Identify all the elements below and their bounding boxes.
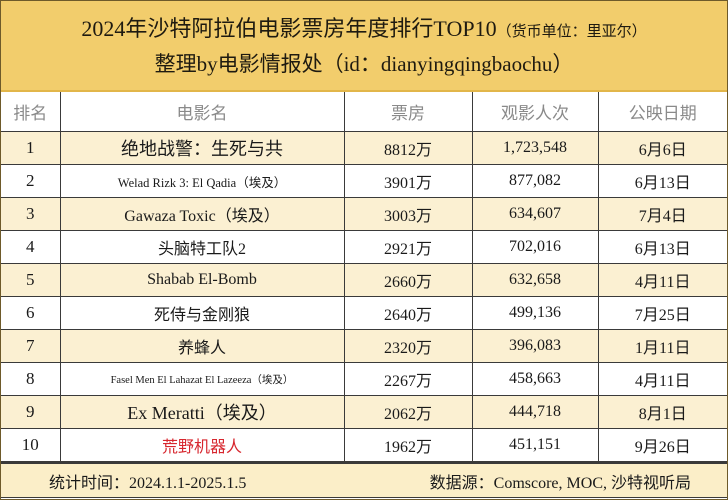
rank-cell: 4 xyxy=(1,230,61,264)
data-source: 数据源：Comscore, MOC, 沙特视听局 xyxy=(429,474,691,492)
rank-cell: 6 xyxy=(1,296,61,330)
footer-notes: 统计时间：2024.1.1-2025.1.5 数据源：Comscore, MOC… xyxy=(1,462,727,498)
table-row: 3 Gawaza Toxic（埃及） 3003万 634,607 7月4日 xyxy=(1,197,727,231)
table-row: 6 死侍与金刚狼 2640万 499,136 7月25日 xyxy=(1,296,727,330)
title-cell: Ex Meratti（埃及） xyxy=(59,395,345,429)
admissions-cell: 396,083 xyxy=(471,329,599,363)
box-office-cell: 2267万 xyxy=(343,362,473,396)
rank-cell: 8 xyxy=(1,362,61,396)
box-office-cell: 2320万 xyxy=(343,329,473,363)
release-date-cell: 9月26日 xyxy=(597,428,727,462)
admissions-cell: 451,151 xyxy=(471,428,599,462)
rank-cell: 7 xyxy=(1,329,61,363)
page-title: 2024年沙特阿拉伯电影票房年度排行TOP10（货币单位：里亚尔） xyxy=(1,1,727,46)
header-rank: 排名 xyxy=(1,92,61,132)
title-cell: Welad Rizk 3: El Qadia（埃及） xyxy=(59,164,345,198)
table-row: 10 荒野机器人 1962万 451,151 9月26日 xyxy=(1,428,727,462)
box-office-cell: 3901万 xyxy=(343,164,473,198)
header-release-date: 公映日期 xyxy=(597,92,727,132)
release-date-cell: 7月25日 xyxy=(597,296,727,330)
release-date-cell: 7月4日 xyxy=(597,197,727,231)
title-cell: 绝地战警：生死与共 xyxy=(59,131,345,165)
release-date-cell: 1月11日 xyxy=(597,329,727,363)
rank-cell: 10 xyxy=(1,428,61,462)
box-office-cell: 3003万 xyxy=(343,197,473,231)
box-office-cell: 1962万 xyxy=(343,428,473,462)
rank-cell: 5 xyxy=(1,263,61,297)
header-admissions: 观影人次 xyxy=(471,92,599,132)
credit-line: 整理by电影情报处（id：dianyingqingbaochu） xyxy=(154,52,574,76)
title-cell-highlighted: 荒野机器人 xyxy=(59,428,345,462)
box-office-cell: 2921万 xyxy=(343,230,473,264)
title-cell: 养蜂人 xyxy=(59,329,345,363)
box-office-cell: 2062万 xyxy=(343,395,473,429)
release-date-cell: 4月11日 xyxy=(597,263,727,297)
release-date-cell: 6月13日 xyxy=(597,230,727,264)
ranking-table: 排名 电影名 票房 观影人次 公映日期 1 绝地战警：生死与共 8812万 1,… xyxy=(1,92,727,462)
rank-cell: 9 xyxy=(1,395,61,429)
title-cell: Fasel Men El Lahazat El Lazeeza（埃及） xyxy=(59,362,345,396)
table-row: 4 头脑特工队2 2921万 702,016 6月13日 xyxy=(1,230,727,264)
admissions-cell: 702,016 xyxy=(471,230,599,264)
admissions-cell: 499,136 xyxy=(471,296,599,330)
table-row: 5 Shabab El-Bomb 2660万 632,658 4月11日 xyxy=(1,263,727,297)
rank-cell: 3 xyxy=(1,197,61,231)
box-office-cell: 2640万 xyxy=(343,296,473,330)
admissions-cell: 1,723,548 xyxy=(471,131,599,165)
title-cell: Shabab El-Bomb xyxy=(59,263,345,297)
box-office-cell: 8812万 xyxy=(343,131,473,165)
title-main: 2024年沙特阿拉伯电影票房年度排行TOP10 xyxy=(81,16,497,41)
rank-cell: 2 xyxy=(1,164,61,198)
admissions-cell: 444,718 xyxy=(471,395,599,429)
table-row: 9 Ex Meratti（埃及） 2062万 444,718 8月1日 xyxy=(1,395,727,429)
header-title: 电影名 xyxy=(59,92,345,132)
release-date-cell: 4月11日 xyxy=(597,362,727,396)
release-date-cell: 8月1日 xyxy=(597,395,727,429)
admissions-cell: 458,663 xyxy=(471,362,599,396)
admissions-cell: 634,607 xyxy=(471,197,599,231)
table-row: 8 Fasel Men El Lahazat El Lazeeza（埃及） 22… xyxy=(1,362,727,396)
rank-cell: 1 xyxy=(1,131,61,165)
table-header-row: 排名 电影名 票房 观影人次 公映日期 xyxy=(1,92,727,132)
table-row: 2 Welad Rizk 3: El Qadia（埃及） 3901万 877,0… xyxy=(1,164,727,198)
title-cell: 死侍与金刚狼 xyxy=(59,296,345,330)
currency-note: （货币单位：里亚尔） xyxy=(496,24,647,40)
table-row: 7 养蜂人 2320万 396,083 1月11日 xyxy=(1,329,727,363)
admissions-cell: 632,658 xyxy=(471,263,599,297)
table-row: 1 绝地战警：生死与共 8812万 1,723,548 6月6日 xyxy=(1,131,727,165)
title-block: 2024年沙特阿拉伯电影票房年度排行TOP10（货币单位：里亚尔） 整理by电影… xyxy=(1,1,727,92)
release-date-cell: 6月6日 xyxy=(597,131,727,165)
admissions-cell: 877,082 xyxy=(471,164,599,198)
stat-period: 统计时间：2024.1.1-2025.1.5 xyxy=(49,474,247,492)
box-office-cell: 2660万 xyxy=(343,263,473,297)
title-cell: Gawaza Toxic（埃及） xyxy=(59,197,345,231)
release-date-cell: 6月13日 xyxy=(597,164,727,198)
title-cell: 头脑特工队2 xyxy=(59,230,345,264)
header-box-office: 票房 xyxy=(343,92,473,132)
